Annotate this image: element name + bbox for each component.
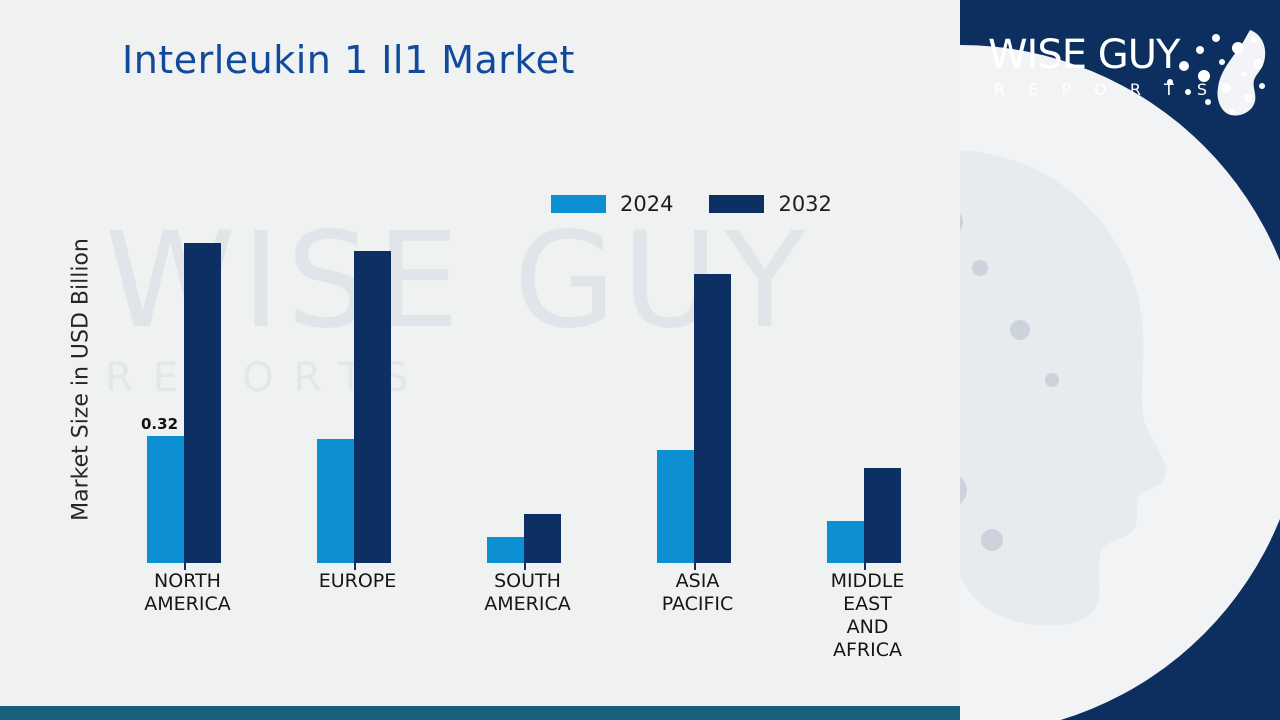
legend-swatch-2032: [709, 195, 765, 213]
chart-panel: WISE GUY REPORTS Interleukin 1 Il1 Marke…: [0, 38, 960, 720]
x-tick-asia-pacific: [694, 563, 696, 570]
brand-panel-artwork: [960, 45, 1280, 720]
x-tick-middle-east-and-africa: [864, 563, 866, 570]
logo: WISE GUY R E P O R T S: [988, 30, 1266, 122]
x-tick-europe: [354, 563, 356, 570]
bar-value-north-america: 0.32: [141, 415, 179, 433]
legend-swatch-2024: [551, 195, 606, 213]
bar-2024-middle-east-and-africa[interactable]: [827, 521, 864, 563]
bar-2032-south-america[interactable]: [524, 514, 561, 563]
bar-2024-europe[interactable]: [317, 439, 354, 563]
bar-group-north-america: 0.32 NORTH AMERICA: [140, 180, 290, 615]
category-label-middle-east-and-africa: MIDDLE EAST AND AFRICA: [830, 570, 905, 661]
x-tick-north-america: [184, 563, 186, 570]
plot-area: 0.32 NORTH AMERICA EUROPE SOUTH AM: [110, 180, 930, 661]
bar-2032-europe[interactable]: [354, 251, 391, 563]
bar-2032-middle-east-and-africa[interactable]: [864, 468, 901, 563]
legend-item-2024[interactable]: 2024: [551, 192, 673, 216]
bar-group-asia-pacific: ASIA PACIFIC: [650, 180, 800, 615]
bar-2032-asia-pacific[interactable]: [694, 274, 731, 563]
category-label-north-america: NORTH AMERICA: [144, 570, 231, 615]
legend-item-2032[interactable]: 2032: [709, 192, 832, 216]
bar-2024-south-america[interactable]: [487, 537, 524, 563]
logo-tagline: R E P O R T S: [994, 80, 1217, 99]
brand-panel: [960, 0, 1280, 720]
bar-2024-north-america[interactable]: [147, 436, 184, 563]
y-axis-label: Market Size in USD Billion: [68, 238, 94, 521]
x-tick-south-america: [524, 563, 526, 570]
chart-legend: 2024 2032: [551, 192, 832, 216]
bar-group-south-america: SOUTH AMERICA: [480, 180, 630, 615]
legend-label-2024: 2024: [620, 192, 674, 216]
bar-2032-north-america[interactable]: [184, 243, 221, 563]
molecule-dots-icon: [960, 209, 1059, 551]
category-label-south-america: SOUTH AMERICA: [484, 570, 571, 615]
bar-group-middle-east-and-africa: MIDDLE EAST AND AFRICA: [820, 180, 960, 661]
bar-group-europe: EUROPE: [310, 180, 460, 592]
logo-wordmark: WISE GUY: [988, 32, 1180, 78]
legend-label-2032: 2032: [778, 192, 832, 216]
bar-2024-asia-pacific[interactable]: [657, 450, 694, 563]
chart-title: Interleukin 1 Il1 Market: [122, 38, 575, 82]
bottom-accent-strip: [0, 706, 960, 720]
category-label-asia-pacific: ASIA PACIFIC: [661, 570, 734, 615]
category-label-europe: EUROPE: [318, 570, 397, 592]
logo-molecule-dots-icon: [1167, 30, 1266, 116]
